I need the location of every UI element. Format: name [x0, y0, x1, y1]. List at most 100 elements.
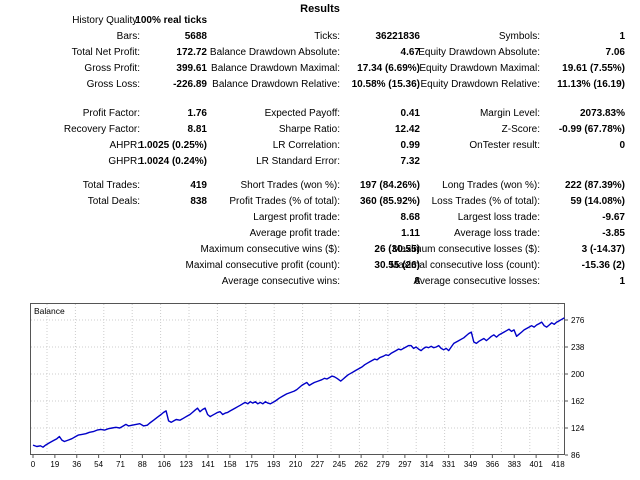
stat-label: Largest loss trade:: [457, 212, 540, 223]
stat-label: Short Trades (won %):: [240, 180, 340, 191]
stats-row: Largest profit trade: 8.68 Largest loss tr…: [0, 210, 640, 226]
stat-label: Sharpe Ratio:: [278, 124, 340, 135]
stat-value: [140, 210, 207, 226]
stat-value: 838: [190, 196, 207, 207]
stat-value: [340, 13, 420, 29]
x-tick-label: 401: [529, 460, 543, 469]
stats-row: Maximal consecutive profit (count): 30.55…: [0, 258, 640, 274]
stat-label: OnTester result:: [469, 140, 540, 151]
stats-table: History Quality: 100% real ticks Bars: 5688…: [0, 13, 640, 290]
stat-value: 59 (14.08%): [570, 196, 625, 207]
stats-row: Average consecutive wins: 8 Average consec…: [0, 274, 640, 290]
stat-label: [0, 274, 140, 290]
balance-chart[interactable]: 86 124 162 200 238 276 0 19 36 54 71 88 106 123 141 158…: [30, 303, 634, 478]
x-tick-label: 193: [267, 460, 281, 469]
stat-value: -9.67: [602, 212, 625, 223]
stat-value: 7.32: [400, 156, 420, 167]
stat-value: 100% real ticks: [135, 15, 207, 26]
stat-value: 8.68: [400, 212, 420, 223]
stat-label: [420, 154, 540, 170]
y-tick-label: 200: [571, 370, 585, 379]
stat-value: 10.58% (15.36): [351, 79, 420, 90]
x-tick-label: 245: [333, 460, 347, 469]
stat-value: 197 (84.26%): [359, 180, 420, 191]
stat-label: Average profit trade:: [249, 228, 340, 239]
stats-row: Total Net Profit: 172.72 Balance Drawdown …: [0, 45, 640, 61]
stat-label: Margin Level:: [479, 108, 540, 119]
stat-value: [140, 226, 207, 242]
stat-label: [0, 226, 140, 242]
x-tick-label: 262: [354, 460, 368, 469]
stats-row: Profit Factor: 1.76 Expected Payoff: 0.41 Ma…: [0, 106, 640, 122]
plot-border: [30, 303, 565, 455]
x-tick-label: 314: [420, 460, 434, 469]
stat-label: LR Standard Error:: [256, 156, 340, 167]
stats-row: AHPR: 1.0025 (0.25%) LR Correlation: 0.99 On…: [0, 138, 640, 154]
y-tick-label: 238: [571, 343, 585, 352]
stat-value: 0.99: [400, 140, 420, 151]
stat-value: 30.55 (26): [374, 260, 420, 271]
stat-value: -226.89: [173, 79, 207, 90]
stat-value: 399.61: [176, 63, 207, 74]
stat-label: Maximal consecutive profit (count):: [185, 260, 340, 271]
x-tick-label: 0: [31, 460, 36, 469]
stat-value: -3.85: [602, 228, 625, 239]
x-tick-label: 123: [179, 460, 193, 469]
stats-row: Total Deals: 838 Profit Trades (% of total…: [0, 194, 640, 210]
stat-label: Balance Drawdown Relative:: [212, 79, 340, 90]
stat-value: 7.06: [605, 47, 625, 58]
stat-label: [0, 258, 140, 274]
stat-label: Balance Drawdown Maximal:: [211, 63, 340, 74]
stat-value: 12.42: [394, 124, 420, 135]
stat-value: [140, 274, 207, 290]
x-tick-label: 36: [72, 460, 81, 469]
stat-value: 1.0024 (0.24%): [138, 156, 207, 167]
x-tick-label: 71: [116, 460, 125, 469]
x-tick-label: 88: [138, 460, 147, 469]
stat-value: 4.67: [400, 47, 420, 58]
x-tick-label: 175: [245, 460, 259, 469]
stats-row: History Quality: 100% real ticks: [0, 13, 640, 29]
chart-series-title: Balance: [34, 306, 65, 316]
x-tick-label: 210: [289, 460, 303, 469]
stat-value: [140, 242, 207, 258]
stat-value: 0.41: [400, 108, 420, 119]
stat-label: Average consecutive wins:: [221, 276, 340, 287]
stats-row: Recovery Factor: 8.81 Sharpe Ratio: 12.42 Z-…: [0, 122, 640, 138]
x-tick-label: 297: [398, 460, 412, 469]
stat-value: 1: [619, 31, 625, 42]
x-tick-label: 227: [311, 460, 325, 469]
stat-value: [540, 13, 625, 29]
stat-label: Profit Trades (% of total):: [229, 196, 340, 207]
stats-row: Gross Loss: -226.89 Balance Drawdown Relat…: [0, 77, 640, 93]
balance-chart-svg: 86 124 162 200 238 276 0 19 36 54 71 88 106 123 141 158…: [30, 303, 585, 469]
stat-value: 0: [619, 140, 625, 151]
stat-value: 8: [414, 276, 420, 287]
x-tick-label: 141: [201, 460, 215, 469]
stat-value: 1.0025 (0.25%): [138, 140, 207, 151]
stats-row: Bars: 5688 Ticks: 36221836 Symbols: 1: [0, 29, 640, 45]
stat-label: Long Trades (won %):: [442, 180, 540, 191]
stat-value: 360 (85.92%): [359, 196, 420, 207]
x-tick-label: 54: [94, 460, 103, 469]
stat-label: Gross Loss:: [86, 79, 140, 90]
stats-spacer: [0, 170, 640, 178]
x-tick-label: 418: [551, 460, 565, 469]
stat-label: Recovery Factor:: [63, 124, 140, 135]
stats-row: Average profit trade: 1.11 Average loss tr…: [0, 226, 640, 242]
stats-row: GHPR: 1.0024 (0.24%) LR Standard Error: 7.3…: [0, 154, 640, 170]
stat-label: GHPR:: [108, 156, 140, 167]
x-tick-label: 19: [50, 460, 59, 469]
stat-value: 3 (-14.37): [581, 244, 625, 255]
x-tick-label: 158: [223, 460, 237, 469]
stat-value: 19.61 (7.55%): [562, 63, 625, 74]
stat-label: AHPR:: [109, 140, 140, 151]
stat-label: Equity Drawdown Relative:: [420, 79, 541, 90]
stat-label: Equity Drawdown Maximal:: [419, 63, 540, 74]
stat-value: 172.72: [176, 47, 207, 58]
stat-label: Ticks:: [314, 31, 340, 42]
stat-label: History Quality:: [72, 15, 140, 26]
stat-value: [540, 154, 625, 170]
stats-row: Maximum consecutive wins ($): 26 (30.55) M…: [0, 242, 640, 258]
